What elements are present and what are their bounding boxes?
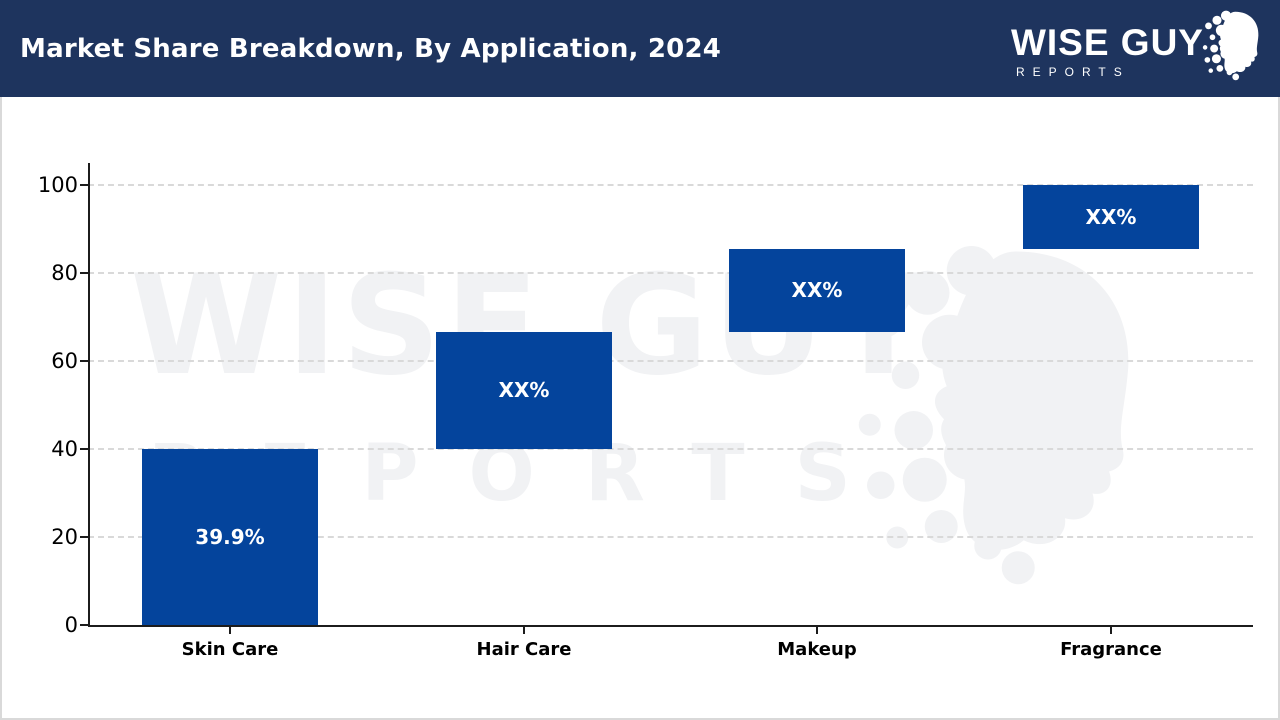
bar-label-makeup: XX% xyxy=(791,278,843,303)
wiseguy-logo-wordmark: WISE GUY xyxy=(1010,22,1204,63)
y-tick-20 xyxy=(80,536,88,538)
y-tick-100 xyxy=(80,184,88,186)
y-tick-label-40: 40 xyxy=(51,437,78,461)
wiseguy-logo: WISE GUY REPORTS xyxy=(1011,6,1268,90)
bar-hair-care: XX% xyxy=(436,331,612,450)
y-tick-label-20: 20 xyxy=(51,525,78,549)
y-tick-label-60: 60 xyxy=(51,349,78,373)
gridline-40 xyxy=(88,448,1253,450)
x-tick-label-hair-care: Hair Care xyxy=(476,639,572,660)
bar-label-hair-care: XX% xyxy=(498,378,550,403)
gridline-100 xyxy=(88,184,1253,186)
y-tick-80 xyxy=(80,272,88,274)
y-axis xyxy=(88,163,90,627)
x-tick-fragrance xyxy=(1110,627,1112,634)
gridline-60 xyxy=(88,360,1253,362)
x-tick-hair-care xyxy=(523,627,525,634)
y-tick-label-100: 100 xyxy=(37,173,78,197)
x-tick-skin-care xyxy=(229,627,231,634)
chart-area: WISE GUY REPORTS 0 20 40 60 80 100 39.9% Skin C… xyxy=(0,97,1280,720)
gridline-80 xyxy=(88,272,1253,274)
bar-makeup: XX% xyxy=(729,249,905,332)
x-tick-label-makeup: Makeup xyxy=(777,639,857,660)
y-tick-40 xyxy=(80,448,88,450)
y-tick-label-0: 0 xyxy=(64,613,78,637)
bar-fragrance: XX% xyxy=(1023,185,1199,250)
x-axis xyxy=(88,625,1253,627)
wiseguy-face-icon xyxy=(1202,10,1259,81)
x-tick-makeup xyxy=(816,627,818,634)
y-tick-0 xyxy=(80,624,88,626)
bar-label-fragrance: XX% xyxy=(1085,205,1137,230)
x-tick-label-skin-care: Skin Care xyxy=(181,639,279,660)
chart-title: Market Share Breakdown, By Application, … xyxy=(20,33,722,64)
bar-skin-care: 39.9% xyxy=(142,449,318,625)
gridline-20 xyxy=(88,536,1253,538)
header: Market Share Breakdown, By Application, … xyxy=(0,0,1280,97)
y-tick-label-80: 80 xyxy=(51,261,78,285)
y-tick-60 xyxy=(80,360,88,362)
wiseguy-logo-subtitle: REPORTS xyxy=(1015,65,1130,79)
x-tick-label-fragrance: Fragrance xyxy=(1060,639,1162,660)
bar-label-skin-care: 39.9% xyxy=(195,525,265,550)
wiseguy-logo-text: WISE GUY REPORTS xyxy=(1011,24,1204,79)
